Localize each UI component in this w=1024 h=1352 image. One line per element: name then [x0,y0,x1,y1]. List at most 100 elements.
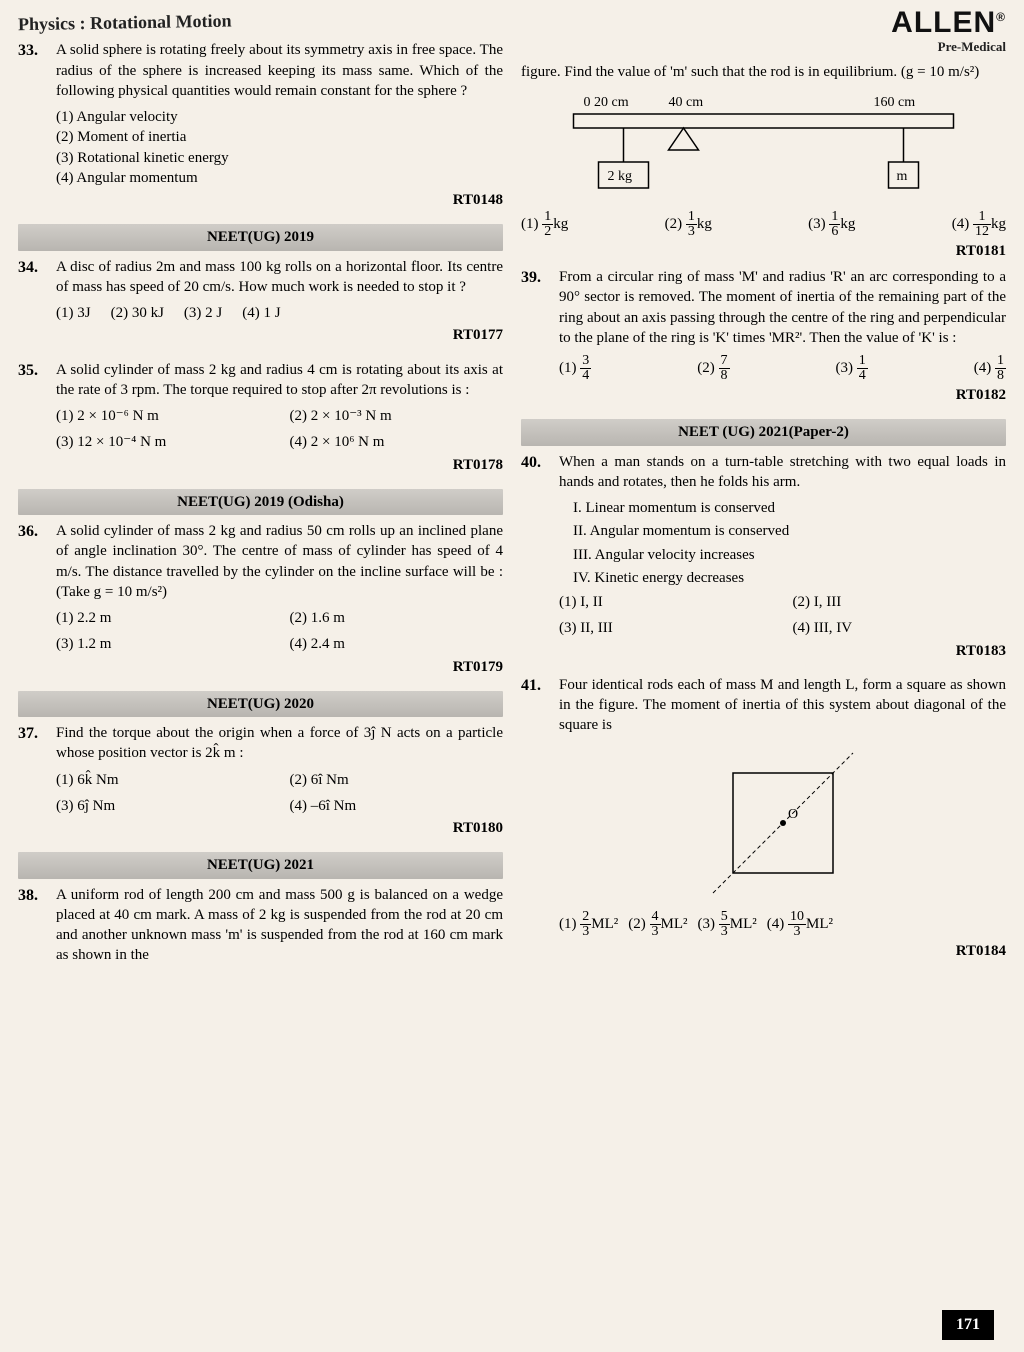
question-41: 41. Four identical rods each of mass M a… [521,675,1006,967]
square-svg: O [708,748,858,898]
question-code: RT0184 [559,941,1006,961]
option-4: (4) 2 × 10⁶ N m [290,432,504,452]
q38-options: (1) 12kg (2) 13kg (3) 16kg (4) 112kg [521,210,1006,239]
question-text: Four identical rods each of mass M and l… [559,675,1006,736]
options: (1) 2.2 m (2) 1.6 m (3) 1.2 m (4) 2.4 m [56,608,503,655]
question-text: When a man stands on a turn-table stretc… [559,452,1006,493]
statement-1: I. Linear momentum is conserved [573,498,1006,518]
question-38-continued: figure. Find the value of 'm' such that … [521,62,1006,82]
option-4: (4) 103ML² [767,910,833,939]
option-4: (4) 1 J [242,303,280,323]
option-3: (3) 2 J [184,303,222,323]
question-code: RT0148 [56,190,503,210]
question-code: RT0179 [56,657,503,677]
square-diagram: O [708,748,858,898]
brand-logo: ALLEN® [521,8,1006,38]
center-label: O [788,807,798,822]
chapter-title: Physics : Rotational Motion [18,4,503,37]
question-number: 40. [521,452,549,667]
label-0-20: 0 20 cm [584,95,629,110]
option-2: (2) 1.6 m [290,608,504,628]
question-number: 39. [521,267,549,411]
option-4: (4) 18 [974,354,1006,383]
brand-block: ALLEN® Pre-Medical [521,8,1006,56]
mass-2kg: 2 kg [608,169,633,184]
option-2: (2) Moment of inertia [56,127,503,147]
question-code: RT0181 [521,241,1006,261]
option-3: (3) 53ML² [698,910,757,939]
question-number: 34. [18,257,46,352]
option-1: (1) 23ML² [559,910,618,939]
question-text: A solid cylinder of mass 2 kg and radius… [56,360,503,401]
question-text: A disc of radius 2m and mass 100 kg roll… [56,257,503,298]
option-4: (4) Angular momentum [56,168,503,188]
question-39: 39. From a circular ring of mass 'M' and… [521,267,1006,411]
option-1: (1) 34 [559,354,591,383]
question-35: 35. A solid cylinder of mass 2 kg and ra… [18,360,503,481]
option-4: (4) 2.4 m [290,634,504,654]
question-code: RT0180 [56,818,503,838]
option-2: (2) I, III [793,592,1007,612]
question-text: A solid sphere is rotating freely about … [56,40,503,101]
options: (1) 34 (2) 78 (3) 14 (4) 18 [559,354,1006,383]
wedge-icon [669,128,699,150]
option-1: (1) 2.2 m [56,608,270,628]
rod-svg: 0 20 cm 40 cm 160 cm 2 kg m [521,92,1006,202]
rod-diagram: 0 20 cm 40 cm 160 cm 2 kg m [521,92,1006,202]
question-number: 33. [18,40,46,216]
option-3: (3) 16kg [808,210,855,239]
options: (1) 23ML² (2) 43ML² (3) 53ML² (4) 103ML² [559,910,1006,939]
option-4: (4) –6î Nm [290,796,504,816]
label-40: 40 cm [669,95,704,110]
option-2: (2) 2 × 10⁻³ N m [290,406,504,426]
option-1: (1) 12kg [521,210,568,239]
option-1: (1) I, II [559,592,773,612]
option-2: (2) 30 kJ [111,303,164,323]
page: Physics : Rotational Motion 33. A solid … [0,0,1024,1352]
option-4: (4) 112kg [952,210,1006,239]
exam-header-2020: NEET(UG) 2020 [18,691,503,717]
rod [574,114,954,128]
option-3: (3) 14 [836,354,868,383]
mass-m: m [897,169,908,184]
option-2: (2) 78 [697,354,729,383]
page-number: 171 [942,1310,994,1340]
option-4: (4) III, IV [793,618,1007,638]
option-1: (1) 3J [56,303,91,323]
option-1: (1) 6k̂ Nm [56,770,270,790]
question-number: 36. [18,521,46,683]
option-2: (2) 43ML² [628,910,687,939]
option-1: (1) Angular velocity [56,107,503,127]
brand-sub: Pre-Medical [521,38,1006,56]
option-3: (3) 12 × 10⁻⁴ N m [56,432,270,452]
question-33: 33. A solid sphere is rotating freely ab… [18,40,503,216]
option-2: (2) 6î Nm [290,770,504,790]
question-code: RT0177 [56,325,503,345]
question-number: 35. [18,360,46,481]
question-text: A solid cylinder of mass 2 kg and radius… [56,521,503,602]
label-160: 160 cm [874,95,916,110]
question-36: 36. A solid cylinder of mass 2 kg and ra… [18,521,503,683]
right-column: ALLEN® Pre-Medical figure. Find the valu… [521,8,1006,1352]
option-3: (3) 6ĵ Nm [56,796,270,816]
question-number: 41. [521,675,549,967]
question-text: From a circular ring of mass 'M' and rad… [559,267,1006,348]
exam-header-2019-odisha: NEET(UG) 2019 (Odisha) [18,489,503,515]
options: (1) 2 × 10⁻⁶ N m (2) 2 × 10⁻³ N m (3) 12… [56,406,503,453]
question-37: 37. Find the torque about the origin whe… [18,723,503,844]
option-3: (3) 1.2 m [56,634,270,654]
options: (1) 3J (2) 30 kJ (3) 2 J (4) 1 J [56,303,503,323]
exam-header-2021: NEET(UG) 2021 [18,852,503,878]
question-text: A uniform rod of length 200 cm and mass … [56,885,503,966]
options: (1) 6k̂ Nm (2) 6î Nm (3) 6ĵ Nm (4) –6î N… [56,770,503,817]
question-text: Find the torque about the origin when a … [56,723,503,764]
question-34: 34. A disc of radius 2m and mass 100 kg … [18,257,503,352]
statement-2: II. Angular momentum is conserved [573,521,1006,541]
exam-header-2021-p2: NEET (UG) 2021(Paper-2) [521,419,1006,445]
statements: I. Linear momentum is conserved II. Angu… [559,498,1006,588]
left-column: Physics : Rotational Motion 33. A solid … [18,8,503,1352]
statement-3: III. Angular velocity increases [573,545,1006,565]
question-number: 37. [18,723,46,844]
question-code: RT0178 [56,455,503,475]
question-38: 38. A uniform rod of length 200 cm and m… [18,885,503,972]
